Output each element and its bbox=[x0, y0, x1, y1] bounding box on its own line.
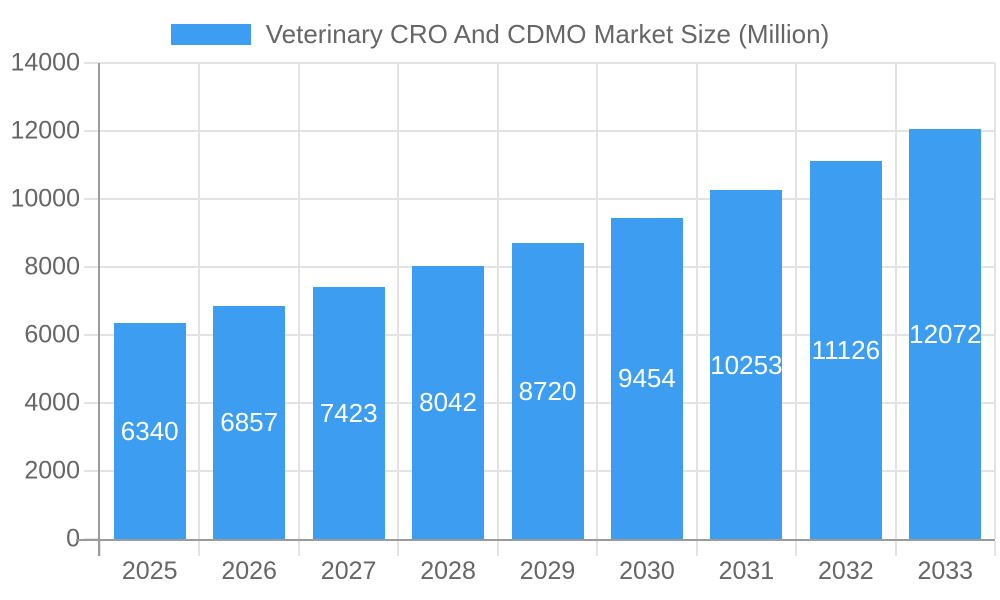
gridline-horizontal bbox=[100, 62, 995, 64]
x-axis-tick bbox=[596, 541, 599, 556]
y-tick-label: 0 bbox=[66, 524, 80, 553]
bar-value-label: 6340 bbox=[120, 416, 179, 447]
bar-value-label: 6857 bbox=[220, 407, 279, 438]
gridline-horizontal bbox=[100, 130, 995, 132]
y-axis-line bbox=[98, 63, 100, 556]
y-tick-label: 2000 bbox=[24, 456, 80, 485]
y-axis-tick bbox=[84, 266, 100, 268]
gridline-vertical bbox=[994, 63, 996, 539]
y-axis-tick bbox=[84, 470, 100, 472]
bar bbox=[412, 265, 485, 539]
y-axis-tick bbox=[84, 402, 100, 404]
x-tick-label: 2029 bbox=[519, 557, 576, 585]
gridline-vertical bbox=[496, 63, 499, 539]
x-tick-label: 2026 bbox=[221, 557, 277, 585]
y-axis-tick bbox=[84, 198, 100, 200]
x-axis-tick bbox=[397, 541, 400, 556]
gridline-vertical bbox=[397, 63, 400, 539]
gridline-vertical bbox=[795, 63, 798, 539]
bar bbox=[312, 286, 385, 539]
x-axis-tick bbox=[894, 541, 897, 556]
x-tick-label: 2032 bbox=[818, 557, 874, 585]
x-axis-tick bbox=[496, 541, 499, 556]
gridline-vertical bbox=[894, 63, 897, 539]
bar-value-label: 8720 bbox=[518, 375, 577, 406]
x-axis-tick bbox=[99, 541, 101, 556]
gridline-vertical bbox=[297, 63, 300, 539]
bar-value-label: 7423 bbox=[319, 397, 378, 428]
y-tick-label: 10000 bbox=[10, 184, 80, 213]
y-tick-label: 14000 bbox=[10, 48, 80, 77]
x-axis-tick bbox=[297, 541, 300, 556]
x-tick-label: 2027 bbox=[320, 557, 377, 585]
gridline-vertical bbox=[198, 63, 201, 539]
bar bbox=[809, 160, 882, 539]
x-axis-tick bbox=[795, 541, 798, 556]
bar-value-label: 11126 bbox=[811, 334, 881, 365]
bar bbox=[710, 190, 783, 539]
gridline-horizontal bbox=[100, 198, 995, 200]
y-axis-tick bbox=[84, 130, 100, 132]
x-axis-tick bbox=[198, 541, 201, 556]
y-tick-label: 4000 bbox=[24, 388, 80, 417]
x-axis-tick bbox=[994, 541, 996, 556]
bar bbox=[113, 323, 186, 539]
bar bbox=[610, 217, 683, 539]
x-axis-tick bbox=[695, 541, 698, 556]
chart-legend[interactable]: Veterinary CRO And CDMO Market Size (Mil… bbox=[0, 21, 1000, 47]
x-tick-label: 2025 bbox=[121, 557, 178, 585]
legend-swatch-icon bbox=[170, 23, 251, 45]
bar-value-label: 9454 bbox=[618, 363, 676, 394]
bar bbox=[511, 242, 584, 539]
bar bbox=[909, 128, 982, 539]
gridline-vertical bbox=[695, 63, 698, 539]
y-axis-tick bbox=[84, 334, 100, 336]
bar-value-label: 12072 bbox=[909, 318, 982, 349]
gridline-vertical bbox=[596, 63, 599, 539]
y-axis-tick bbox=[84, 62, 100, 64]
x-tick-label: 2030 bbox=[619, 557, 675, 585]
x-tick-label: 2031 bbox=[718, 557, 775, 585]
bar-value-label: 10253 bbox=[710, 349, 783, 380]
y-tick-label: 8000 bbox=[24, 252, 80, 281]
y-tick-label: 12000 bbox=[10, 116, 80, 145]
y-tick-label: 6000 bbox=[24, 320, 80, 349]
x-tick-label: 2028 bbox=[420, 557, 476, 585]
legend-label: Veterinary CRO And CDMO Market Size (Mil… bbox=[265, 19, 830, 49]
bar bbox=[213, 305, 286, 539]
x-axis-line bbox=[76, 539, 995, 541]
x-tick-label: 2033 bbox=[917, 557, 974, 585]
bar-value-label: 8042 bbox=[419, 387, 477, 418]
